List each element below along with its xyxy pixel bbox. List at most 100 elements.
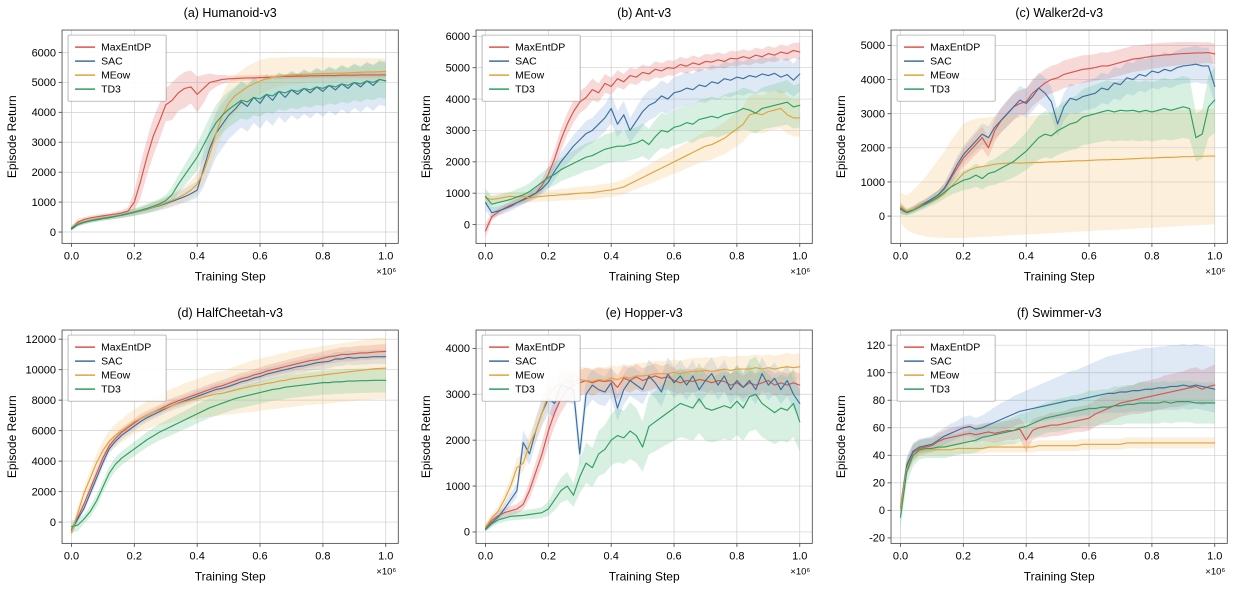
xtick-label: 0.0: [478, 550, 493, 562]
x-axis-label: Training Step: [195, 569, 266, 583]
chart-svg-b: 0 1000 2000 3000 4000 5000 6000 0.0 0.2 0.4 0.6 0.8…: [419, 6, 814, 283]
ytick-label: 1000: [446, 188, 470, 200]
legend-label-sac: SAC: [515, 355, 537, 367]
xtick-label: 0.6: [252, 250, 267, 262]
plot-area: [485, 42, 801, 238]
legend-b: MaxEntDP SAC MEow TD3: [482, 34, 581, 102]
ytick-label: 1000: [32, 197, 56, 209]
xtick-label: 1.0: [792, 550, 807, 562]
band-td3-f: [900, 380, 1215, 530]
band-maxentdp-e: [485, 362, 801, 531]
legend-label-meow: MEow: [515, 70, 545, 82]
legend-label-meow: MEow: [101, 70, 131, 82]
xtick-label: 0.8: [1144, 250, 1159, 262]
legend-f: MaxEntDP SAC MEow TD3: [896, 334, 996, 402]
legend-label-td3: TD3: [930, 84, 950, 96]
xtick-label: 0.0: [64, 250, 79, 262]
curve-sac-c: [899, 63, 1215, 214]
xtick-label: 0.4: [190, 250, 205, 262]
x-axis-label: Training Step: [1023, 269, 1094, 283]
chart-panel-f: -20 0 20 40 60 80 100 120 0.0 0.2 0.4 0.6 0.8 1.0 (f) …: [829, 300, 1243, 599]
curve-td3-f: [899, 400, 1215, 518]
curve-td3-b: [485, 101, 801, 205]
panel-title-d: (d) HalfCheetah-v3: [177, 306, 283, 320]
curve-td3-e: [485, 393, 801, 530]
band-td3-c: [900, 67, 1215, 216]
band-maxentdp-f: [900, 363, 1215, 514]
y-axis-label: Episode Return: [419, 395, 433, 478]
curve-td3-d: [70, 379, 387, 527]
panel-title-f: (f) Swimmer-v3: [1017, 306, 1102, 320]
panel-title-e: (e) Hopper-v3: [606, 306, 683, 320]
band-sac-b: [485, 56, 801, 219]
curve-sac-b: [485, 72, 801, 214]
y-axis-label: Episode Return: [834, 95, 848, 178]
xtick-label: 1.0: [378, 550, 393, 562]
band-td3-a: [71, 61, 386, 231]
xtick-label: 0.0: [64, 550, 79, 562]
y-axis-label: Episode Return: [5, 95, 19, 178]
chart-panel-c: 0 1000 2000 3000 4000 5000 0.0 0.2 0.4 0.6 0.8 1.0 (…: [829, 0, 1243, 300]
xtick-label: 0.8: [1144, 550, 1159, 562]
band-meow-d: [71, 337, 386, 537]
chart-svg-d: 0 2000 4000 6000 8000 10000 12000 0.0 0.2 0.4 0.6 0…: [5, 306, 399, 583]
x-axis-exponent: ×10⁶: [376, 566, 396, 577]
curve-meow-f: [899, 441, 1215, 510]
chart-svg-c: 0 1000 2000 3000 4000 5000 0.0 0.2 0.4 0.6 0.8 1.0 (…: [834, 6, 1228, 283]
xtick-label: 0.0: [892, 550, 907, 562]
axis-ticks: 0 2000 4000 6000 8000 10000 12000 0.0 0.2 0.4 0.6 0…: [25, 333, 393, 561]
band-maxentdp-c: [900, 41, 1215, 215]
plot-frame: [475, 29, 814, 244]
curve-maxentdp-c: [899, 52, 1215, 213]
legend-box: [482, 34, 581, 102]
curve-maxentdp-a: [70, 74, 387, 230]
chart-svg-e: 0 1000 2000 3000 4000 0.0 0.2 0.4 0.6 0.8 1.0 (e) H…: [419, 306, 814, 583]
xtick-label: 1.0: [792, 250, 807, 262]
legend-e: MaxEntDP SAC MEow TD3: [482, 334, 581, 402]
legend-label-sac: SAC: [515, 56, 537, 68]
legend-label-td3: TD3: [101, 84, 121, 96]
xtick-label: 1.0: [1207, 550, 1222, 562]
panel-title-b: (b) Ant-v3: [617, 6, 671, 20]
xtick-label: 0.6: [667, 250, 682, 262]
xtick-label: 0.2: [955, 550, 970, 562]
xtick-label: 0.4: [190, 550, 205, 562]
plot-frame: [475, 329, 814, 544]
y-axis-label: Episode Return: [419, 95, 433, 178]
ytick-label: 6000: [32, 47, 56, 59]
legend-c: MaxEntDP SAC MEow TD3: [896, 34, 996, 102]
xtick-label: 0.2: [541, 550, 556, 562]
axis-ticks: -20 0 20 40 60 80 100 120 0.0 0.2 0.4 0.6 0.8 1.0: [866, 339, 1222, 561]
panel-title-a: (a) Humanoid-v3: [184, 6, 277, 20]
ytick-label: 4000: [446, 94, 470, 106]
ytick-label: 4000: [32, 455, 56, 467]
band-meow-e: [485, 352, 801, 530]
ytick-label: 12000: [25, 333, 56, 345]
legend-label-sac: SAC: [101, 355, 123, 367]
xtick-label: 0.0: [892, 250, 907, 262]
ytick-label: 20: [872, 477, 884, 489]
chart-panel-d: 0 2000 4000 6000 8000 10000 12000 0.0 0.2 0.4 0.6 0…: [0, 300, 414, 599]
y-axis-label: Episode Return: [834, 395, 848, 478]
legend-label-td3: TD3: [930, 383, 950, 395]
chart-svg-f: -20 0 20 40 60 80 100 120 0.0 0.2 0.4 0.6 0.8 1.0 (f) …: [834, 306, 1228, 583]
panel-title-c: (c) Walker2d-v3: [1015, 6, 1103, 20]
x-axis-exponent: ×10⁶: [1205, 266, 1225, 277]
legend-label-sac: SAC: [101, 56, 123, 68]
ytick-label: 3000: [446, 389, 470, 401]
curve-meow-b: [485, 107, 801, 201]
plot-area: [899, 41, 1215, 238]
legend-a: MaxEntDP SAC MEow TD3: [67, 34, 167, 102]
ytick-label: 6000: [32, 425, 56, 437]
x-axis-exponent: ×10⁶: [376, 266, 396, 277]
xtick-label: 0.4: [1018, 550, 1033, 562]
ytick-label: 3000: [446, 125, 470, 137]
chart-panel-b: 0 1000 2000 3000 4000 5000 6000 0.0 0.2 0.4 0.6 0.8…: [414, 0, 828, 300]
ytick-label: 6000: [446, 31, 470, 43]
x-axis-exponent: ×10⁶: [791, 266, 811, 277]
band-meow-b: [485, 88, 801, 205]
xtick-label: 0.6: [252, 550, 267, 562]
band-sac-f: [900, 343, 1215, 516]
chart-panel-e: 0 1000 2000 3000 4000 0.0 0.2 0.4 0.6 0.8 1.0 (e) H…: [414, 300, 828, 599]
